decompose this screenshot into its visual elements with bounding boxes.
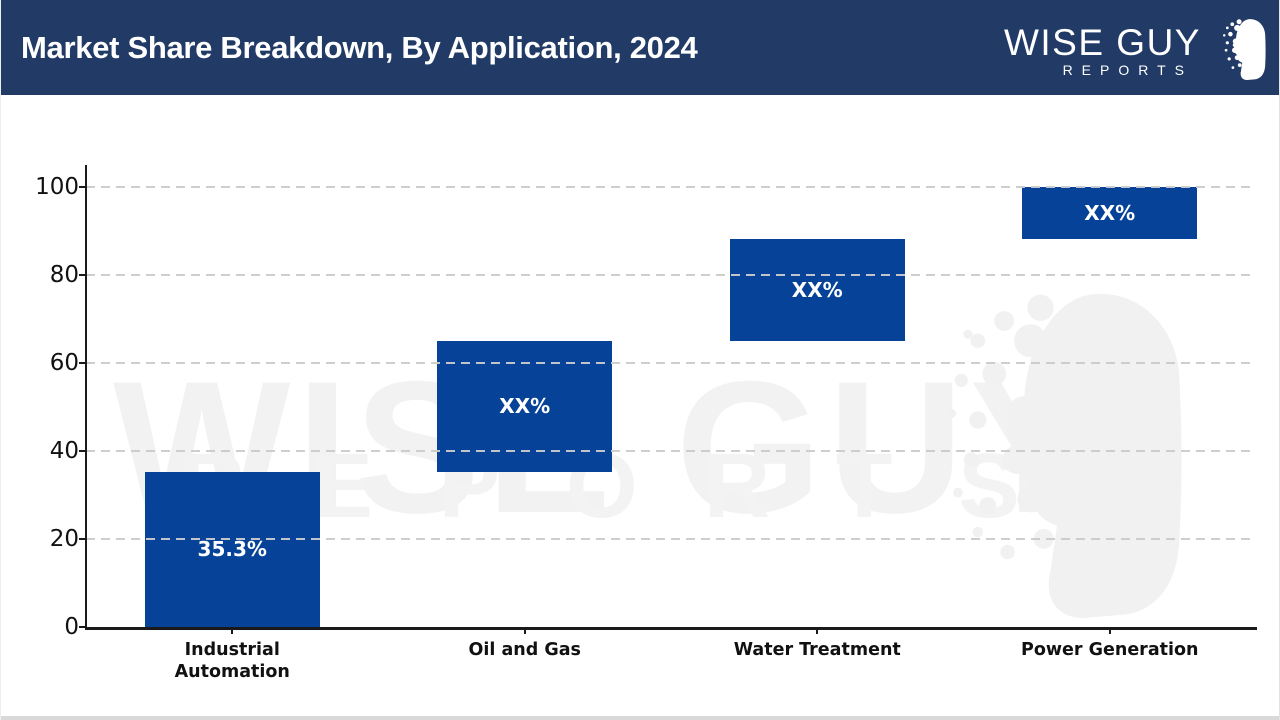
- wise-guy-reports-logo: WISE GUY REPORTS: [1004, 4, 1267, 92]
- x-tick-mark: [523, 627, 526, 634]
- y-tick-label: 20: [49, 526, 79, 552]
- y-tick-label: 60: [49, 350, 79, 376]
- grid-line: [86, 538, 1256, 540]
- grid-line: [86, 362, 1256, 364]
- bar-value-label: XX%: [1084, 200, 1136, 225]
- bar-segment: [1022, 187, 1198, 239]
- x-tick-mark: [816, 627, 819, 634]
- y-tick-mark: [79, 186, 86, 188]
- y-axis-line: [85, 165, 87, 629]
- y-tick-mark: [79, 362, 86, 364]
- chart-title: Market Share Breakdown, By Application, …: [21, 29, 698, 65]
- y-tick-label: 0: [64, 614, 79, 640]
- x-tick-label: Industrial Automation: [174, 640, 290, 682]
- footer-strip: [1, 716, 1279, 720]
- logo-reports-text: REPORTS: [1062, 62, 1193, 78]
- grid-line: [86, 450, 1256, 452]
- y-tick-mark: [79, 626, 86, 628]
- x-tick-label: Water Treatment: [733, 640, 901, 660]
- grid-line: [86, 186, 1256, 188]
- x-tick-mark: [1108, 627, 1111, 634]
- x-axis-line: [85, 627, 1257, 630]
- bar-segment: [729, 238, 905, 341]
- y-tick-label: 40: [49, 438, 79, 464]
- x-tick-mark: [231, 627, 234, 634]
- grid-line: [86, 274, 1256, 276]
- bar-value-label: XX%: [499, 394, 551, 419]
- bar-value-label: XX%: [791, 277, 843, 302]
- bar-value-label: 35.3%: [197, 537, 267, 562]
- x-tick-label: Power Generation: [1021, 640, 1199, 660]
- logo-wordmark: WISE GUY: [1003, 22, 1201, 63]
- y-tick-mark: [79, 274, 86, 276]
- x-tick-label: Oil and Gas: [468, 640, 581, 660]
- logo-face-dots-icon: [1222, 19, 1266, 80]
- bar-segment: [144, 471, 320, 627]
- y-tick-label: 80: [49, 262, 79, 288]
- y-tick-mark: [79, 450, 86, 452]
- header-bar: Market Share Breakdown, By Application, …: [1, 0, 1279, 95]
- y-tick-label: 100: [35, 174, 79, 200]
- y-tick-mark: [79, 538, 86, 540]
